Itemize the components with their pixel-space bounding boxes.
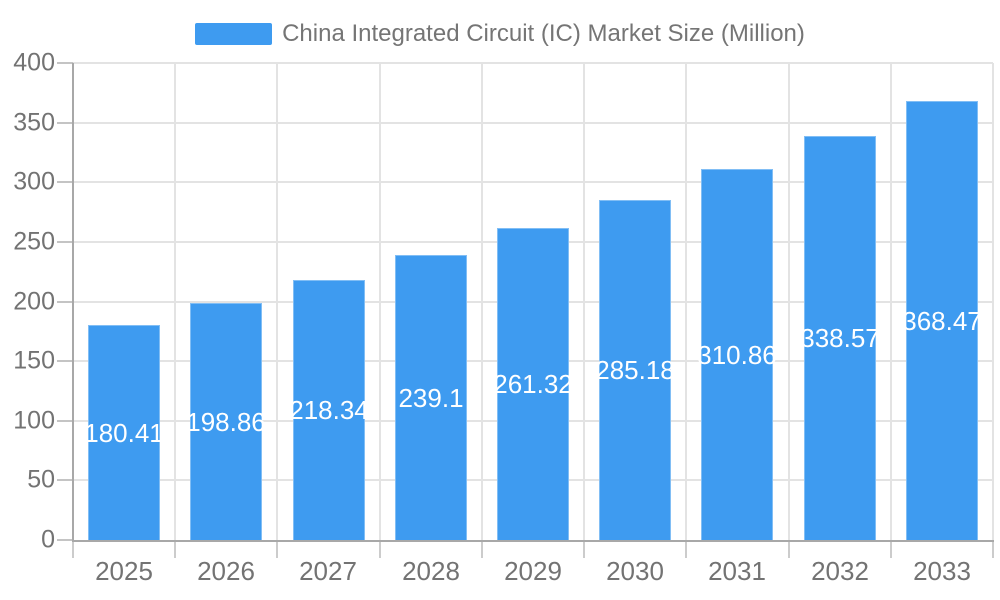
gridline-vertical xyxy=(379,63,381,540)
legend: China Integrated Circuit (IC) Market Siz… xyxy=(0,20,1000,48)
x-axis-tick xyxy=(174,542,176,558)
x-axis-tick xyxy=(788,542,790,558)
bar-value-label: 310.86 xyxy=(697,340,777,370)
legend-swatch-icon xyxy=(195,23,273,45)
y-axis-line xyxy=(72,63,74,542)
bar xyxy=(293,280,365,540)
gridline-horizontal xyxy=(73,62,993,64)
gridline-vertical xyxy=(685,63,687,540)
bar-value-label: 218.34 xyxy=(289,395,369,425)
gridline-vertical xyxy=(174,63,176,540)
bar-value-label: 180.41 xyxy=(84,418,164,448)
x-axis-label: 2030 xyxy=(606,556,664,586)
y-axis-tick xyxy=(57,301,73,303)
x-axis-label: 2033 xyxy=(913,556,971,586)
bar xyxy=(395,255,467,540)
x-axis-line xyxy=(72,540,994,542)
bar xyxy=(701,169,773,540)
bar-value-label: 338.57 xyxy=(800,323,880,353)
y-axis-label: 200 xyxy=(13,287,55,316)
gridline-horizontal xyxy=(73,122,993,124)
y-axis-label: 150 xyxy=(13,346,55,375)
legend-item[interactable]: China Integrated Circuit (IC) Market Siz… xyxy=(195,20,805,48)
y-axis-label: 50 xyxy=(27,465,55,494)
y-axis-label: 0 xyxy=(41,525,55,554)
x-axis-label: 2026 xyxy=(197,556,255,586)
x-axis-tick xyxy=(72,542,74,558)
x-axis-tick xyxy=(992,542,994,558)
y-axis-tick xyxy=(57,181,73,183)
bar xyxy=(190,303,262,540)
bar-value-label: 285.18 xyxy=(595,355,675,385)
y-axis-label: 300 xyxy=(13,167,55,196)
x-axis-label: 2032 xyxy=(811,556,869,586)
y-axis-tick xyxy=(57,62,73,64)
bar xyxy=(599,200,671,540)
gridline-vertical xyxy=(788,63,790,540)
x-axis-label: 2029 xyxy=(504,556,562,586)
y-axis-tick xyxy=(57,420,73,422)
y-axis-label: 400 xyxy=(13,48,55,77)
x-axis-label: 2028 xyxy=(402,556,460,586)
bar-value-label: 261.32 xyxy=(493,369,573,399)
bar xyxy=(88,325,160,540)
y-axis-label: 350 xyxy=(13,108,55,137)
bar xyxy=(804,136,876,540)
x-axis-label: 2031 xyxy=(708,556,766,586)
gridline-horizontal xyxy=(73,181,993,183)
x-axis-tick xyxy=(890,542,892,558)
x-axis-label: 2025 xyxy=(95,556,153,586)
bar-value-label: 239.1 xyxy=(398,383,464,413)
x-axis-label: 2027 xyxy=(299,556,357,586)
bar xyxy=(906,101,978,540)
y-axis-label: 250 xyxy=(13,227,55,256)
y-axis-tick xyxy=(57,479,73,481)
legend-label: China Integrated Circuit (IC) Market Siz… xyxy=(282,20,805,47)
x-axis-tick xyxy=(583,542,585,558)
bar-value-label: 198.86 xyxy=(186,407,266,437)
x-axis-tick xyxy=(481,542,483,558)
gridline-vertical xyxy=(992,63,994,540)
gridline-vertical xyxy=(583,63,585,540)
y-axis-label: 100 xyxy=(13,406,55,435)
bar-value-label: 368.47 xyxy=(902,306,982,336)
gridline-vertical xyxy=(481,63,483,540)
y-axis-tick xyxy=(57,241,73,243)
x-axis-tick xyxy=(685,542,687,558)
gridline-vertical xyxy=(890,63,892,540)
x-axis-tick xyxy=(276,542,278,558)
y-axis-tick xyxy=(57,360,73,362)
y-axis-tick xyxy=(57,122,73,124)
x-axis-tick xyxy=(379,542,381,558)
gridline-vertical xyxy=(276,63,278,540)
bar xyxy=(497,228,569,540)
y-axis-tick xyxy=(57,539,73,541)
